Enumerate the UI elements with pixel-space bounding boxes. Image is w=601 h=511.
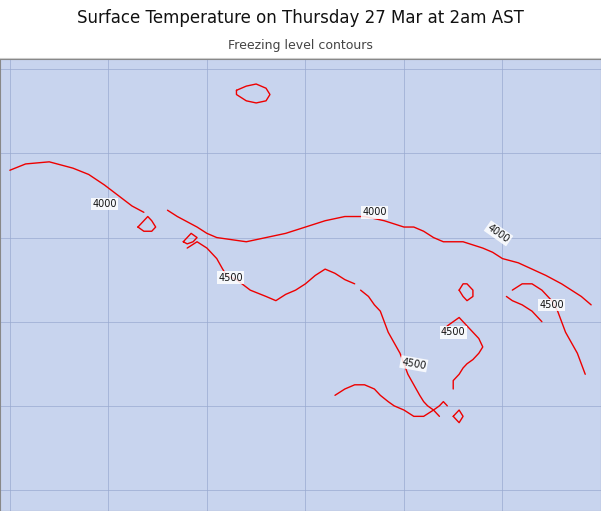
Text: 4500: 4500 <box>218 272 243 283</box>
Text: Surface Temperature on Thursday 27 Mar at 2am AST: Surface Temperature on Thursday 27 Mar a… <box>77 9 524 27</box>
Text: 4000: 4000 <box>92 199 117 209</box>
Text: 4500: 4500 <box>540 300 564 310</box>
Text: 4500: 4500 <box>401 357 427 371</box>
Text: 4000: 4000 <box>362 207 386 217</box>
Text: 4000: 4000 <box>486 222 511 244</box>
Text: Freezing level contours: Freezing level contours <box>228 39 373 52</box>
Text: 4500: 4500 <box>441 327 466 337</box>
